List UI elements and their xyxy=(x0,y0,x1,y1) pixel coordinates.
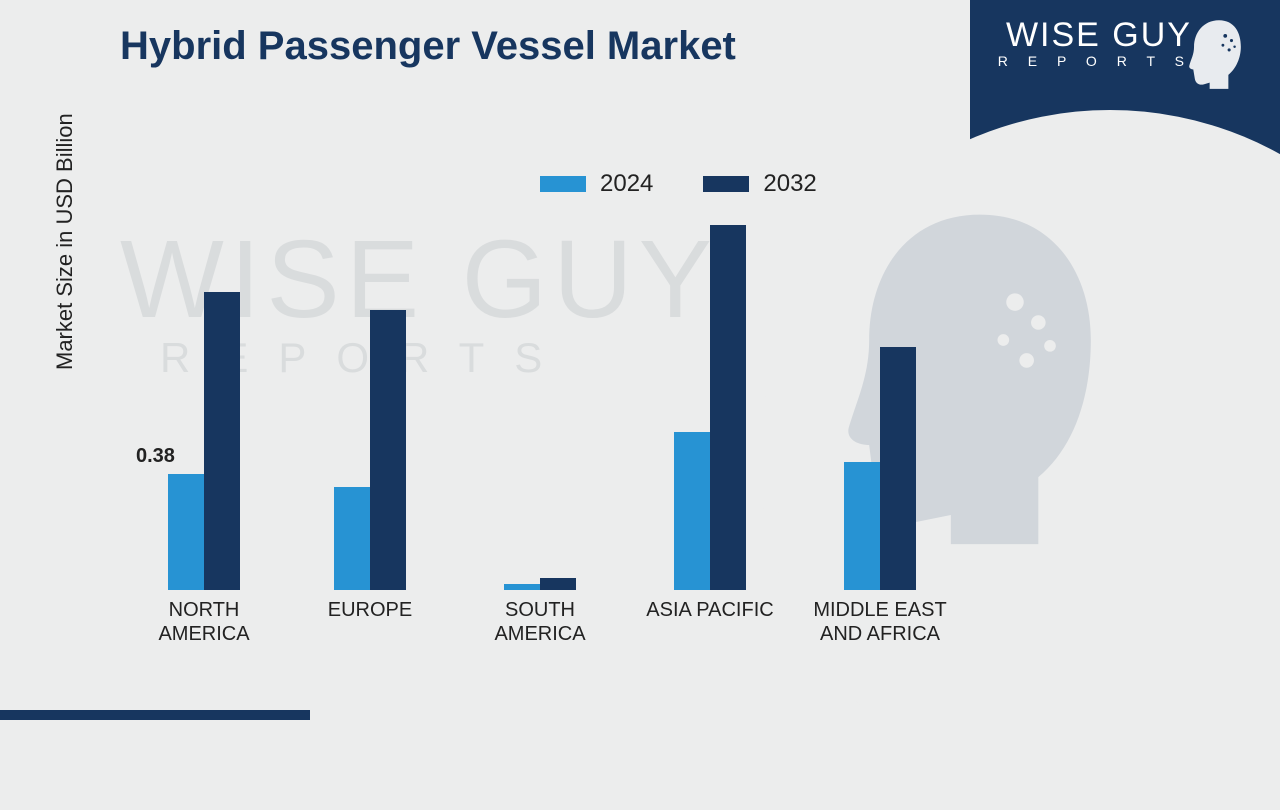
chart-area: 2024 2032 0.38NORTH AMERICA EUROPE SOUTH A… xyxy=(100,170,970,590)
category-label: EUROPE xyxy=(295,598,445,622)
bar-2024 xyxy=(504,584,540,590)
legend-item-2032: 2032 xyxy=(703,170,816,198)
brand-logo: WISE GUY R E P O R T S xyxy=(998,18,1252,68)
bar-group: ASIA PACIFIC xyxy=(650,225,770,590)
legend-label-2032: 2032 xyxy=(763,170,816,198)
bar-2032 xyxy=(710,225,746,590)
bar-2032 xyxy=(540,578,576,590)
bar-2032 xyxy=(370,310,406,590)
bars-container: 0.38NORTH AMERICA EUROPE SOUTH AMERICA ASIA… xyxy=(100,210,970,590)
category-label: MIDDLE EAST AND AFRICA xyxy=(805,598,955,646)
bar-group: SOUTH AMERICA xyxy=(480,578,600,590)
bar-2024 xyxy=(334,487,370,590)
bar-2032 xyxy=(880,347,916,590)
legend: 2024 2032 xyxy=(540,170,817,198)
bar-group: EUROPE xyxy=(310,310,430,590)
logo-head-icon xyxy=(1180,14,1258,92)
bar-2024 xyxy=(674,432,710,590)
legend-label-2024: 2024 xyxy=(600,170,653,198)
bottom-accent-bar xyxy=(0,710,310,720)
y-axis-label: Market Size in USD Billion xyxy=(52,113,78,370)
legend-swatch-2032 xyxy=(703,176,749,192)
category-label: SOUTH AMERICA xyxy=(465,598,615,646)
category-label: ASIA PACIFIC xyxy=(635,598,785,622)
category-label: NORTH AMERICA xyxy=(129,598,279,646)
bar-group: 0.38NORTH AMERICA xyxy=(144,292,264,590)
bar-2024 xyxy=(168,474,204,590)
bar-2032 xyxy=(204,292,240,590)
legend-item-2024: 2024 xyxy=(540,170,653,198)
bar-2024 xyxy=(844,462,880,590)
chart-title: Hybrid Passenger Vessel Market xyxy=(120,24,736,69)
bar-value-label: 0.38 xyxy=(136,445,175,468)
legend-swatch-2024 xyxy=(540,176,586,192)
bar-group: MIDDLE EAST AND AFRICA xyxy=(820,347,940,590)
